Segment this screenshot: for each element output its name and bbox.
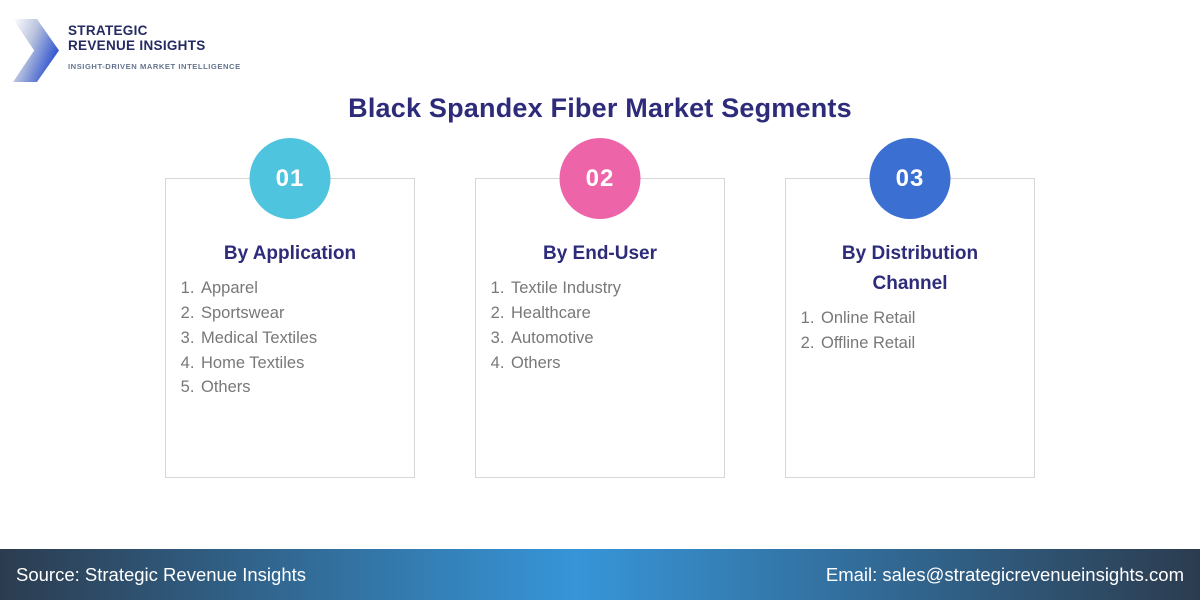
logo: STRATEGIC REVENUE INSIGHTS INSIGHT-DRIVE… [13,14,241,82]
segment-card-end-user: 02 By End-User Textile IndustryHealthcar… [475,138,725,478]
list-item: Healthcare [509,301,714,326]
page-title: Black Spandex Fiber Market Segments [348,93,852,123]
segment-number-badge: 03 [869,138,951,219]
segment-heading: By Distribution Channel [841,243,979,294]
footer-email: Email: sales@strategicrevenueinsights.co… [825,563,1184,585]
logo-tagline: INSIGHT-DRIVEN MARKET INTELLIGENCE [68,61,241,71]
footer-bar: Source: Strategic Revenue Insights Email… [0,549,1200,600]
segment-item-list: ApparelSportswearMedical TextilesHome Te… [166,276,414,401]
list-item: Medical Textiles [199,326,404,351]
footer-source: Source: Strategic Revenue Insights [16,563,306,585]
segment-heading: By End-User [542,243,658,264]
segment-card-application: 01 By Application ApparelSportswearMedic… [165,138,415,478]
list-item: Offline Retail [819,331,1024,356]
segment-card-distribution-channel: 03 By Distribution Channel Online Retail… [785,138,1035,478]
segments-row: 01 By Application ApparelSportswearMedic… [0,138,1200,478]
segment-item-list: Textile IndustryHealthcareAutomotiveOthe… [476,276,724,376]
list-item: Others [199,375,404,400]
list-item: Sportswear [199,301,404,326]
logo-name-line2: REVENUE INSIGHTS [68,38,206,54]
logo-text: STRATEGIC REVENUE INSIGHTS INSIGHT-DRIVE… [68,14,241,71]
list-item: Apparel [199,276,404,301]
list-item: Others [509,351,714,376]
list-item: Online Retail [819,306,1024,331]
list-item: Home Textiles [199,351,404,376]
chevron-arrow-icon [13,19,59,82]
logo-name-line1: STRATEGIC [68,23,148,38]
list-item: Textile Industry [509,276,714,301]
segment-heading: By Application [223,243,357,264]
list-item: Automotive [509,326,714,351]
segment-item-list: Online RetailOffline Retail [786,306,1034,356]
segment-number-badge: 01 [249,138,331,219]
segment-number-badge: 02 [559,138,641,219]
